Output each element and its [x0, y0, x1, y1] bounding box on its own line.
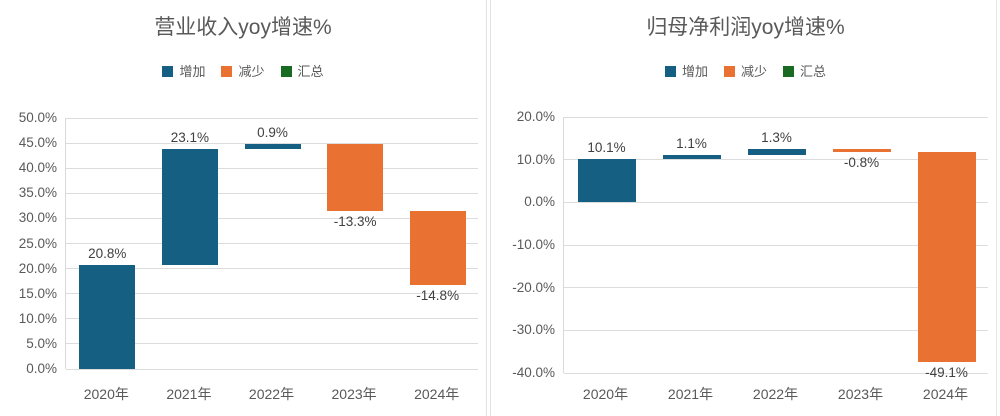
legend-item-increase: 增加: [664, 64, 708, 79]
y-tick-label-6: -40.0%: [512, 365, 555, 380]
data-label-1: 1.1%: [676, 135, 707, 151]
window-edge-line: [996, 0, 997, 416]
y-tick-label-8: 10.0%: [18, 310, 57, 326]
legend-swatch-increase: [664, 66, 676, 77]
plot-area: 10.1% 1.1% 1.3% -0.8% -49.1%: [563, 116, 988, 380]
plot-area: 20.8% 23.1% 0.9% -13.3% -14.8%: [65, 117, 478, 370]
legend-label: 减少: [740, 64, 767, 79]
waterfall-bar-0: [577, 159, 636, 203]
gridline: [564, 329, 988, 331]
x-tick-label-3: 2023年: [331, 386, 377, 402]
waterfall-bar-1: [662, 154, 721, 160]
x-tick-label-1: 2021年: [166, 386, 212, 402]
data-label-0: 10.1%: [587, 140, 626, 156]
gridline: [66, 243, 478, 244]
gridline: [564, 159, 988, 161]
chart-panel-net-profit-growth: 归母净利润yoy增速% 增加 减少 汇总 10.1% 1.1% 1.3% -0.8% -49…: [491, 0, 1000, 416]
y-tick-label-3: -10.0%: [512, 237, 555, 252]
y-tick-label-0: 20.0%: [516, 109, 555, 124]
data-label-4: -14.8%: [416, 288, 460, 304]
legend-label: 减少: [238, 64, 265, 79]
x-tick-label-0: 2020年: [83, 386, 129, 402]
data-label-3: -0.8%: [843, 155, 880, 171]
y-tick-label-6: 20.0%: [18, 260, 57, 276]
waterfall-bar-2: [747, 149, 806, 155]
data-label-3: -13.3%: [333, 213, 377, 229]
chart-panel-revenue-growth: 营业收入yoy增速% 增加 减少 汇总 20.8% 23.1% 0.9% -13.3% -1…: [0, 0, 486, 416]
gridline: [66, 293, 478, 295]
waterfall-bar-1: [161, 148, 218, 265]
gridline: [66, 117, 478, 119]
panel-divider-line: [486, 0, 487, 416]
x-tick-label-4: 2024年: [922, 386, 969, 402]
chart-title: 归母净利润yoy增速%: [646, 16, 845, 39]
panel-divider-line: [490, 0, 491, 416]
y-tick-label-9: 5.0%: [26, 335, 57, 351]
data-label-2: 1.3%: [761, 130, 792, 145]
legend-label: 汇总: [800, 64, 827, 79]
legend-item-increase: 增加: [162, 65, 205, 78]
legend-label: 汇总: [297, 64, 324, 79]
y-tick-label-5: -30.0%: [512, 322, 555, 338]
gridline: [564, 372, 988, 374]
waterfall-bar-0: [79, 264, 136, 369]
legend-swatch-decrease: [221, 66, 233, 77]
x-tick-label-1: 2021年: [667, 386, 714, 402]
waterfall-bar-4: [409, 210, 466, 286]
legend-item-decrease: 减少: [723, 64, 767, 79]
data-label-2: 0.9%: [257, 125, 288, 141]
chart-legend: 增加 减少 汇总: [491, 64, 1000, 79]
gridline: [564, 244, 988, 246]
y-tick-label-2: 0.0%: [524, 194, 555, 210]
gridline: [66, 368, 478, 370]
data-label-1: 23.1%: [170, 129, 210, 145]
y-tick-label-7: 15.0%: [18, 285, 57, 301]
y-tick-label-5: 25.0%: [18, 235, 57, 251]
gridline: [66, 192, 478, 194]
gridline: [66, 318, 478, 320]
gridline: [66, 217, 478, 219]
legend-swatch-decrease: [723, 66, 735, 77]
x-tick-label-3: 2023年: [837, 386, 884, 402]
legend-item-decrease: 减少: [221, 64, 265, 79]
chart-title: 营业收入yoy增速%: [154, 16, 332, 39]
y-tick-label-1: 45.0%: [18, 135, 57, 151]
legend-label: 增加: [179, 64, 206, 79]
data-label-0: 20.8%: [88, 245, 127, 261]
y-tick-label-4: -20.0%: [512, 279, 555, 295]
waterfall-bar-2: [244, 144, 301, 149]
legend-swatch-total: [280, 66, 292, 77]
x-tick-label-0: 2020年: [582, 386, 629, 402]
gridline: [564, 287, 988, 289]
legend-label: 增加: [681, 64, 708, 79]
y-tick-label-1: 10.0%: [516, 151, 555, 167]
waterfall-bar-4: [917, 152, 976, 362]
chart-legend: 增加 减少 汇总: [0, 64, 486, 79]
y-tick-label-3: 35.0%: [18, 185, 57, 201]
y-tick-label-10: 0.0%: [26, 361, 57, 376]
x-tick-label-2: 2022年: [248, 386, 295, 402]
gridline: [66, 142, 478, 144]
data-label-4: -49.1%: [925, 364, 968, 380]
legend-swatch-total: [783, 66, 794, 77]
gridline: [564, 116, 988, 118]
gridline: [66, 343, 478, 345]
x-tick-label-2: 2022年: [752, 386, 799, 402]
y-tick-label-4: 30.0%: [18, 210, 57, 226]
x-tick-label-4: 2024年: [414, 386, 460, 402]
y-tick-label-0: 50.0%: [18, 110, 57, 125]
gridline: [66, 167, 478, 169]
legend-swatch-increase: [162, 66, 174, 77]
gridline: [66, 268, 478, 270]
legend-item-total: 汇总: [280, 64, 324, 79]
legend-item-total: 汇总: [783, 65, 826, 78]
gridline: [564, 201, 988, 203]
y-tick-label-2: 40.0%: [18, 160, 57, 176]
waterfall-bar-3: [832, 149, 891, 153]
waterfall-bar-3: [327, 144, 384, 211]
